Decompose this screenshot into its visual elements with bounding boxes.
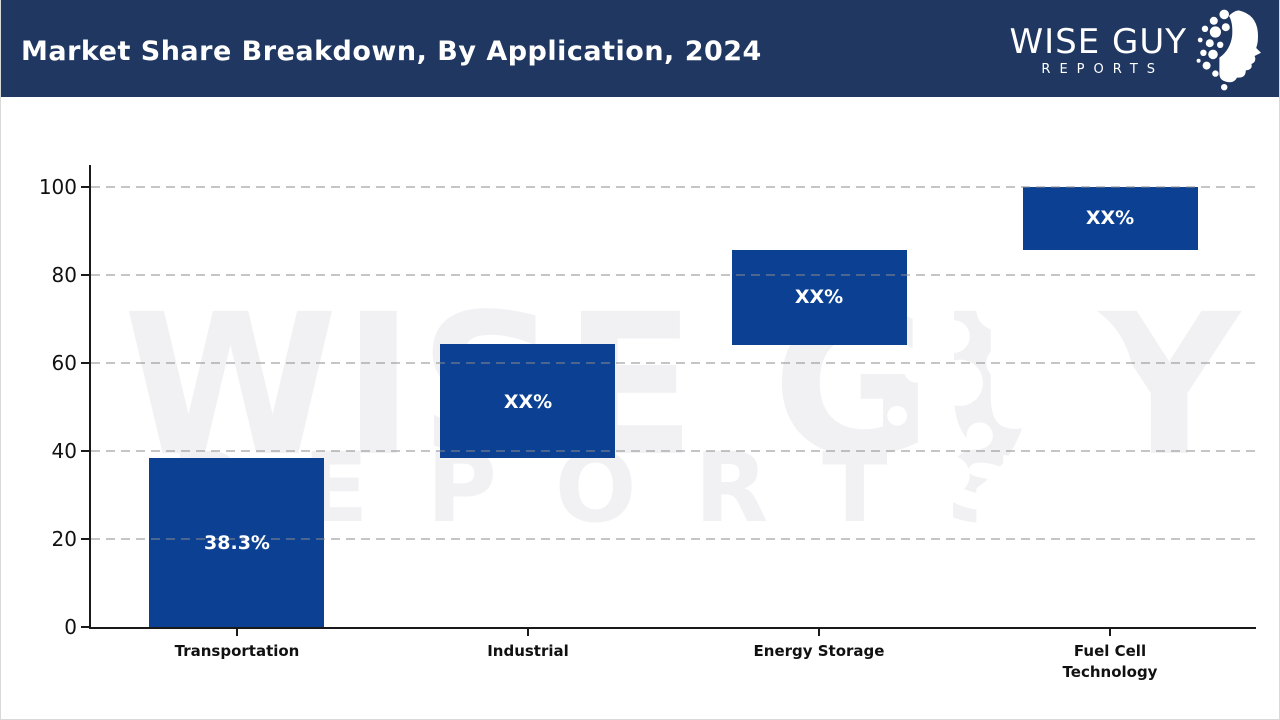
gridline [91, 450, 1256, 452]
plot-area: 38.3% Transportation XX% Industrial XX% Energ… [39, 165, 1256, 681]
y-tick-label: 40 [51, 439, 77, 463]
gridline [91, 186, 1256, 188]
y-tick-mark [81, 450, 89, 452]
y-tick-mark [81, 274, 89, 276]
x-tick-mark [818, 629, 820, 636]
x-tick-mark [236, 629, 238, 636]
y-tick-label: 20 [51, 527, 77, 551]
page-title: Market Share Breakdown, By Application, … [21, 36, 762, 67]
y-tick-mark [81, 186, 89, 188]
bar-value-label: 38.3% [204, 532, 270, 554]
brand-subname: REPORTS [1041, 61, 1165, 77]
y-tick-mark [81, 538, 89, 540]
brand-logo-text: WISE GUY REPORTS [1009, 24, 1187, 77]
brand-logo: WISE GUY REPORTS [1009, 6, 1269, 94]
x-axis-category-label: Energy Storage [753, 642, 885, 660]
x-axis-category-label: Industrial [487, 642, 569, 660]
bar-value-label: XX% [794, 286, 844, 308]
y-tick-label: 60 [51, 351, 77, 375]
gridline [91, 362, 1256, 364]
y-tick-label: 100 [38, 175, 77, 199]
x-tick-mark [527, 629, 529, 636]
x-axis-category-label: Transportation [174, 642, 300, 660]
bar-value-label: XX% [1085, 207, 1135, 229]
bar-value-label: XX% [503, 391, 553, 413]
bar-fuel-cell-technology [1023, 187, 1198, 250]
brand-name: WISE GUY [1009, 21, 1187, 62]
y-tick-mark [81, 362, 89, 364]
bar-energy-storage [732, 250, 907, 345]
gridline [91, 538, 1256, 540]
y-tick-label: 0 [64, 615, 77, 639]
header-band: Market Share Breakdown, By Application, … [1, 0, 1279, 97]
x-axis-category-label: Fuel Cell Technology [1062, 642, 1158, 681]
y-tick-mark [81, 626, 89, 628]
bar-transportation [149, 458, 324, 627]
x-tick-mark [1109, 629, 1111, 636]
gridline [91, 274, 1256, 276]
y-tick-label: 80 [51, 263, 77, 287]
dotted-head-icon [1196, 9, 1261, 91]
